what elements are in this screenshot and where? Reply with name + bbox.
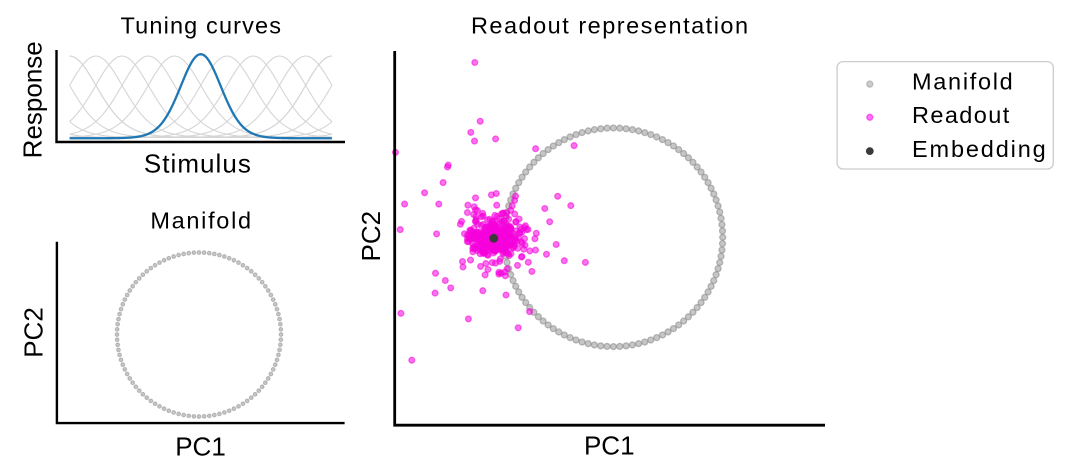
svg-text:Manifold: Manifold — [150, 208, 252, 234]
svg-text:PC2: PC2 — [19, 307, 49, 358]
svg-text:Tuning curves: Tuning curves — [121, 13, 283, 39]
svg-text:PC2: PC2 — [356, 211, 386, 262]
svg-text:Readout: Readout — [912, 102, 1011, 128]
svg-text:Embedding: Embedding — [912, 136, 1048, 162]
svg-text:PC1: PC1 — [175, 432, 226, 462]
svg-text:Manifold: Manifold — [912, 69, 1014, 95]
svg-text:Response: Response — [18, 41, 48, 158]
svg-text:Stimulus: Stimulus — [144, 148, 252, 178]
svg-text:PC1: PC1 — [584, 431, 635, 461]
svg-text:Readout representation: Readout representation — [471, 12, 750, 38]
